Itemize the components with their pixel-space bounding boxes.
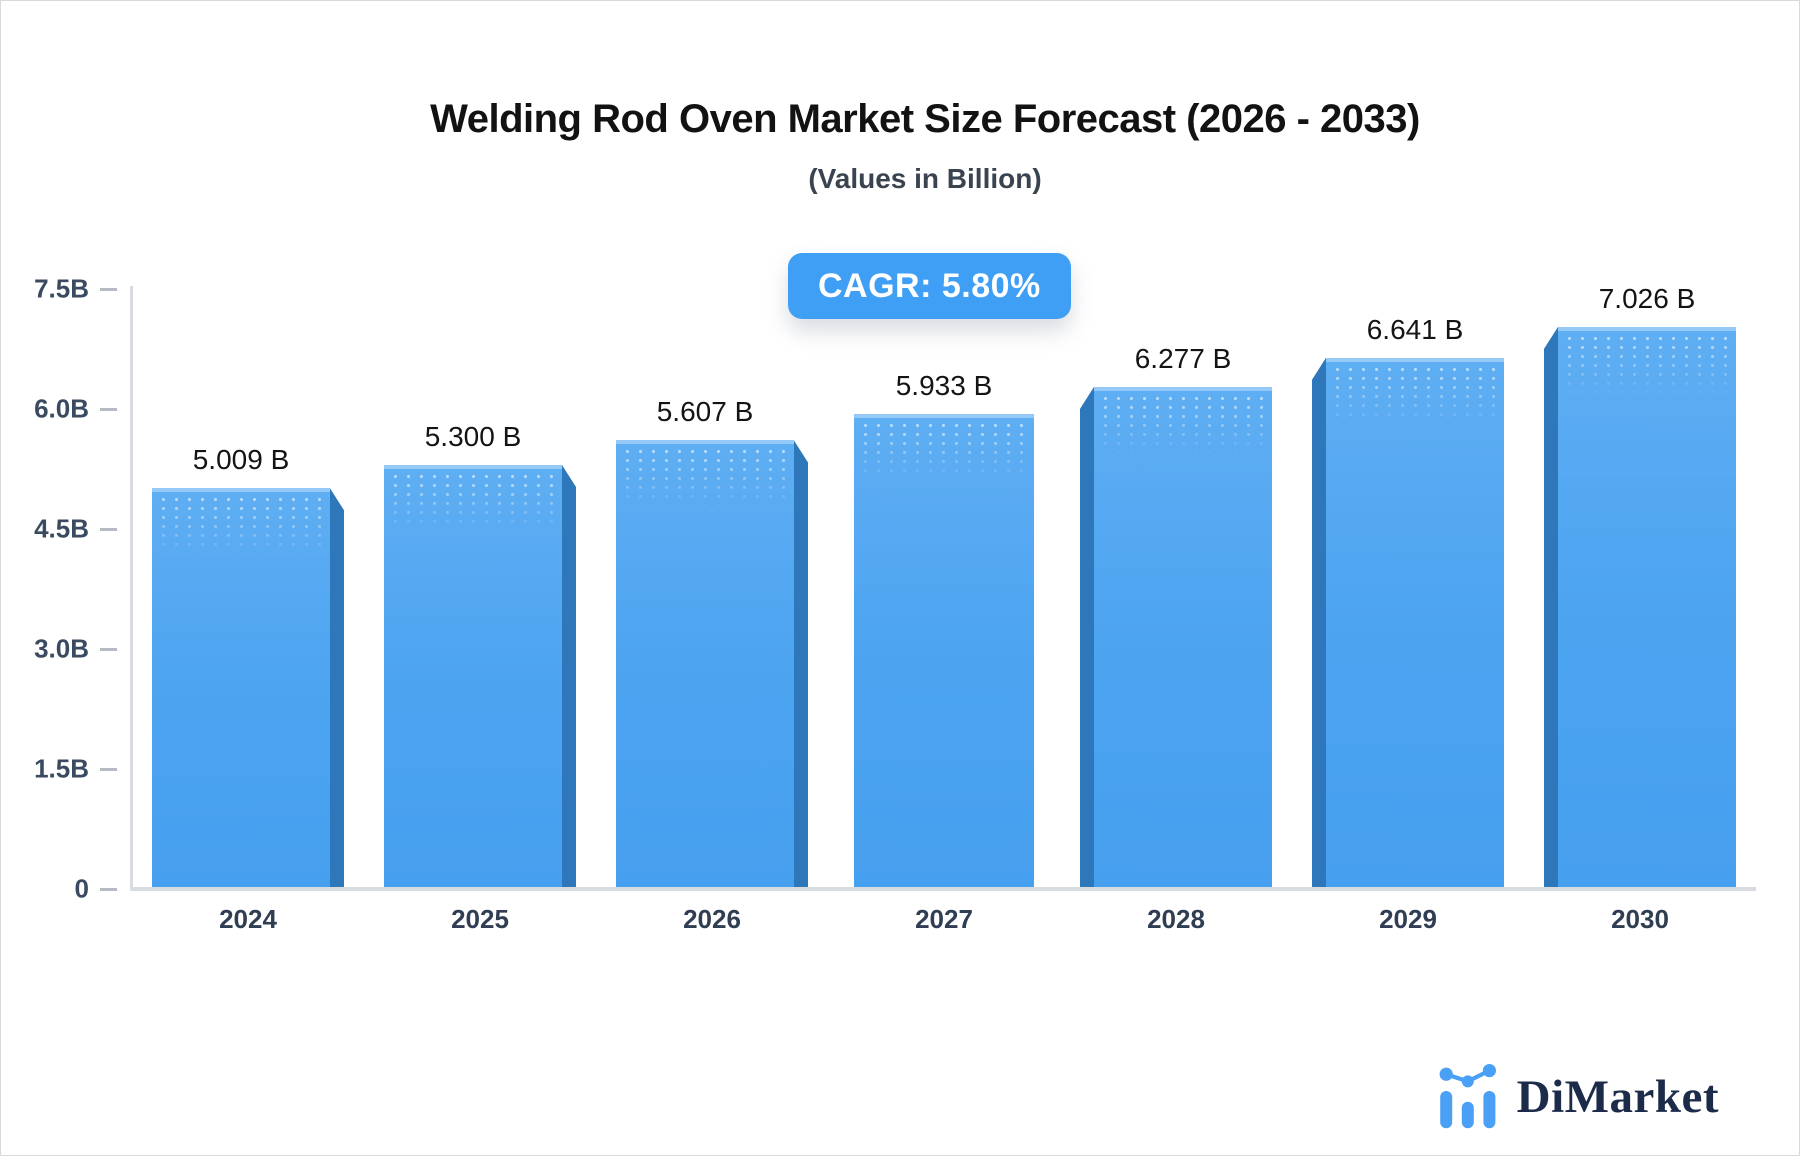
x-axis-label: 2025: [451, 904, 509, 934]
y-tick-label: 3.0B: [34, 633, 89, 664]
bar: 7.026 B: [1544, 283, 1736, 889]
bar-top-highlight: [854, 414, 1034, 419]
x-axis-label: 2024: [219, 904, 277, 934]
bar-dot-texture: [389, 472, 557, 534]
bar-top-highlight: [616, 440, 794, 445]
bar-value-label: 5.607 B: [656, 396, 754, 428]
bar-face: [1558, 326, 1736, 889]
bar: 5.933 B: [854, 370, 1034, 889]
y-tick-label: 6.0B: [34, 393, 89, 424]
bar-value-label: 5.933 B: [895, 370, 993, 402]
bar: 5.607 B: [616, 396, 808, 889]
cagr-badge: CAGR: 5.80%: [788, 253, 1071, 319]
x-axis-label: 2030: [1611, 904, 1669, 934]
brand-logo: DiMarket: [1433, 1061, 1719, 1133]
bar-side-panel: [794, 440, 808, 889]
bar-slot: 5.009 B: [132, 289, 364, 889]
y-axis-line: [130, 286, 133, 891]
x-axis-label: 2029: [1379, 904, 1437, 934]
y-tick-dash: [100, 407, 117, 411]
bar: 6.277 B: [1080, 343, 1272, 889]
bar-slot: 6.277 B: [1060, 289, 1292, 889]
x-axis-baseline: [132, 887, 1756, 891]
plot-area: 5.009 B 5.300 B 5.607 B 5.933 B 6.277 B 6.641…: [132, 283, 1756, 889]
bar-face: [854, 414, 1034, 889]
chart-title: Welding Rod Oven Market Size Forecast (2…: [430, 97, 1420, 141]
bar-side-panel: [562, 465, 576, 889]
bar-slot: 5.607 B: [596, 289, 828, 889]
bar-side-panel: [1080, 386, 1094, 889]
chart-subtitle: (Values in Billion): [808, 163, 1042, 194]
bar-side-panel: [1544, 326, 1558, 889]
bar-dot-texture: [1331, 364, 1499, 427]
bar-value-label: 7.026 B: [1598, 282, 1696, 314]
x-axis-label: 2026: [683, 904, 741, 934]
x-axis-label: 2028: [1147, 904, 1205, 934]
bar-value-label: 5.300 B: [424, 421, 522, 452]
y-axis-ticks: 0 1.5B 3.0B 4.5B 6.0B 7.5B: [1, 274, 132, 904]
y-tick-dash: [100, 287, 117, 291]
bar-face: [152, 488, 330, 889]
bar-top-highlight: [1326, 357, 1504, 362]
y-tick-label: 7.5B: [34, 273, 89, 304]
bar-side-panel: [1312, 357, 1326, 889]
y-tick-dash: [100, 527, 117, 531]
y-tick-label: 1.5B: [34, 753, 89, 784]
bar-face: [1094, 386, 1272, 889]
bar-value-label: 6.641 B: [1366, 313, 1464, 345]
bar: 5.009 B: [152, 444, 344, 889]
bar-side-panel: [330, 488, 344, 889]
x-axis-label: 2027: [915, 904, 973, 934]
bar-dot-texture: [157, 495, 325, 558]
bar-slot: 5.933 B: [828, 289, 1060, 889]
y-tick-dash: [100, 887, 117, 891]
bar-dot-texture: [621, 447, 789, 510]
y-tick-label: 0: [74, 873, 89, 904]
bar-dot-texture: [859, 421, 1029, 484]
bar-dot-texture: [1563, 333, 1731, 396]
bar-slot: 5.300 B: [364, 289, 596, 889]
bar-top-highlight: [1558, 326, 1736, 331]
bar-top-highlight: [1094, 386, 1272, 391]
bar: 6.641 B: [1312, 314, 1504, 889]
bar-face: [616, 440, 794, 889]
bar-face: [384, 465, 562, 889]
bar-value-label: 6.277 B: [1134, 342, 1232, 374]
bar-dot-texture: [1099, 393, 1267, 456]
x-axis-labels: 2024 2025 2026 2027 2028 2029 2030: [132, 904, 1756, 935]
bar: 5.300 B: [384, 421, 576, 889]
bar-top-highlight: [384, 465, 562, 469]
brand-name: DiMarket: [1516, 1071, 1719, 1123]
bar-value-label: 5.009 B: [192, 444, 290, 476]
bar-slot: 6.641 B: [1292, 289, 1524, 889]
y-tick-dash: [100, 647, 117, 651]
y-tick-dash: [100, 767, 117, 771]
bar-top-highlight: [152, 488, 330, 493]
bar-slot: 7.026 B: [1524, 283, 1756, 889]
bar-chart-icon: [1439, 1064, 1496, 1129]
bar-face: [1326, 357, 1504, 889]
y-tick-label: 4.5B: [34, 513, 89, 544]
